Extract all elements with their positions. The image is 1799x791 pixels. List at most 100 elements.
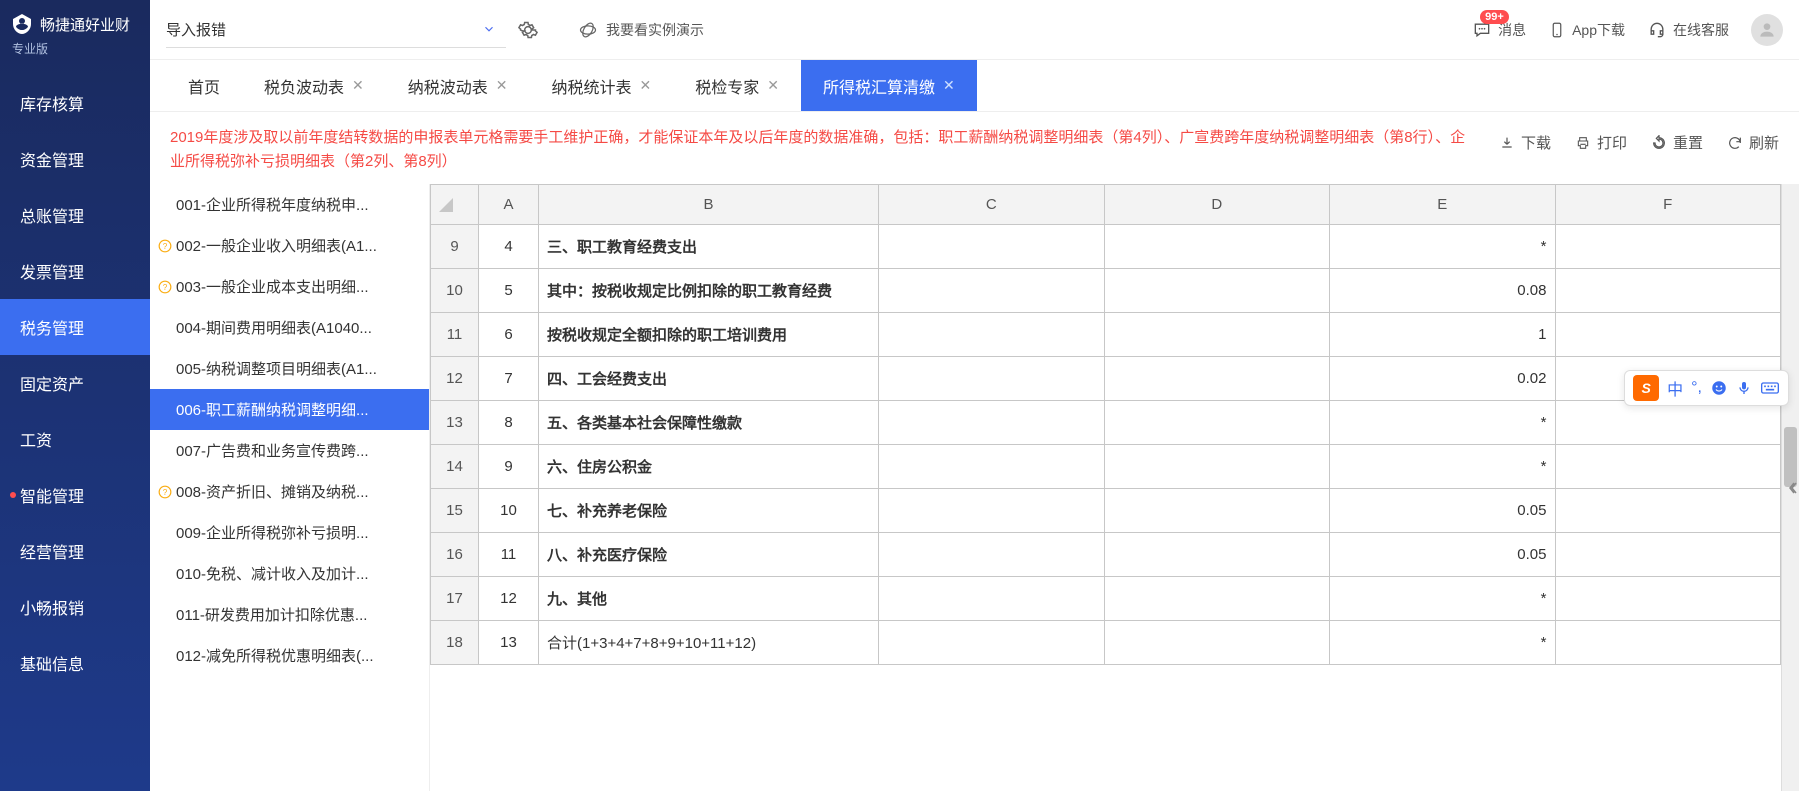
- form-list-item-0[interactable]: 001-企业所得税年度纳税申...: [150, 184, 429, 225]
- column-header-E[interactable]: E: [1330, 185, 1556, 225]
- cell[interactable]: [1104, 577, 1330, 621]
- cell[interactable]: [1555, 401, 1781, 445]
- form-list-item-10[interactable]: 011-研发费用加计扣除优惠...: [150, 594, 429, 635]
- sidebar-item-3[interactable]: 发票管理: [0, 243, 150, 299]
- cell[interactable]: 0.02: [1330, 357, 1556, 401]
- form-list-item-4[interactable]: 005-纳税调整项目明细表(A1...: [150, 348, 429, 389]
- cell[interactable]: [879, 313, 1105, 357]
- cell[interactable]: 11: [479, 533, 539, 577]
- row-number[interactable]: 12: [431, 357, 479, 401]
- gear-icon[interactable]: [518, 20, 538, 40]
- cell[interactable]: [879, 401, 1105, 445]
- form-list-item-6[interactable]: 007-广告费和业务宣传费跨...: [150, 430, 429, 471]
- tab-5[interactable]: 所得税汇算清缴✕: [801, 60, 977, 111]
- tab-4[interactable]: 税检专家✕: [673, 60, 801, 111]
- cell[interactable]: *: [1330, 225, 1556, 269]
- cell[interactable]: [1104, 357, 1330, 401]
- chevron-down-icon[interactable]: [482, 22, 496, 36]
- row-number[interactable]: 10: [431, 269, 479, 313]
- sidebar-item-0[interactable]: 库存核算: [0, 75, 150, 131]
- cell[interactable]: 12: [479, 577, 539, 621]
- cell[interactable]: [1104, 489, 1330, 533]
- close-icon[interactable]: ✕: [767, 77, 779, 94]
- sidebar-item-2[interactable]: 总账管理: [0, 187, 150, 243]
- cell[interactable]: 五、各类基本社会保障性缴款: [539, 401, 879, 445]
- row-number[interactable]: 15: [431, 489, 479, 533]
- cell[interactable]: *: [1330, 401, 1556, 445]
- close-icon[interactable]: ✕: [352, 77, 364, 94]
- cell[interactable]: [1555, 225, 1781, 269]
- row-number[interactable]: 13: [431, 401, 479, 445]
- cell[interactable]: [1104, 533, 1330, 577]
- row-number[interactable]: 11: [431, 313, 479, 357]
- cell[interactable]: [879, 269, 1105, 313]
- cell[interactable]: 1: [1330, 313, 1556, 357]
- cell[interactable]: 7: [479, 357, 539, 401]
- cell[interactable]: 5: [479, 269, 539, 313]
- cell[interactable]: 其中：按税收规定比例扣除的职工教育经费: [539, 269, 879, 313]
- form-list-item-9[interactable]: 010-免税、减计收入及加计...: [150, 553, 429, 594]
- form-list-item-3[interactable]: 004-期间费用明细表(A1040...: [150, 307, 429, 348]
- sidebar-item-9[interactable]: 小畅报销: [0, 579, 150, 635]
- close-icon[interactable]: ✕: [496, 77, 508, 94]
- cell[interactable]: 四、工会经费支出: [539, 357, 879, 401]
- cell[interactable]: [1104, 401, 1330, 445]
- cell[interactable]: 8: [479, 401, 539, 445]
- cell[interactable]: 三、职工教育经费支出: [539, 225, 879, 269]
- cell[interactable]: 七、补充养老保险: [539, 489, 879, 533]
- tab-3[interactable]: 纳税统计表✕: [530, 60, 674, 111]
- cell[interactable]: 10: [479, 489, 539, 533]
- row-number[interactable]: 18: [431, 621, 479, 665]
- cell[interactable]: [1104, 621, 1330, 665]
- sidebar-item-4[interactable]: 税务管理: [0, 299, 150, 355]
- form-list-item-5[interactable]: 006-职工薪酬纳税调整明细...: [150, 389, 429, 430]
- cell[interactable]: [879, 357, 1105, 401]
- app-download-button[interactable]: App下载: [1548, 20, 1625, 40]
- cell[interactable]: 合计(1+3+4+7+8+9+10+11+12): [539, 621, 879, 665]
- cell[interactable]: [879, 577, 1105, 621]
- avatar[interactable]: [1751, 14, 1783, 46]
- cell[interactable]: 6: [479, 313, 539, 357]
- grid-corner[interactable]: [431, 185, 479, 225]
- cell[interactable]: 0.05: [1330, 489, 1556, 533]
- ime-lang[interactable]: 中: [1667, 376, 1683, 400]
- search-box[interactable]: [166, 12, 506, 48]
- sidebar-item-1[interactable]: 资金管理: [0, 131, 150, 187]
- cell[interactable]: 4: [479, 225, 539, 269]
- cell[interactable]: [879, 489, 1105, 533]
- column-header-F[interactable]: F: [1555, 185, 1781, 225]
- ime-mic-icon[interactable]: [1736, 379, 1752, 397]
- row-number[interactable]: 16: [431, 533, 479, 577]
- cell[interactable]: 八、补充医疗保险: [539, 533, 879, 577]
- sidebar-item-6[interactable]: 工资: [0, 411, 150, 467]
- column-header-C[interactable]: C: [879, 185, 1105, 225]
- cell[interactable]: *: [1330, 621, 1556, 665]
- collapse-panel-icon[interactable]: [1785, 468, 1799, 508]
- cell[interactable]: [1555, 269, 1781, 313]
- ime-punct-icon[interactable]: °,: [1691, 379, 1702, 397]
- cell[interactable]: [1104, 225, 1330, 269]
- cell[interactable]: 按税收规定全额扣除的职工培训费用: [539, 313, 879, 357]
- cell[interactable]: 六、住房公积金: [539, 445, 879, 489]
- cell[interactable]: 九、其他: [539, 577, 879, 621]
- sidebar-item-8[interactable]: 经营管理: [0, 523, 150, 579]
- ime-keyboard-icon[interactable]: [1760, 380, 1780, 396]
- ime-emoji-icon[interactable]: [1710, 379, 1728, 397]
- tab-2[interactable]: 纳税波动表✕: [386, 60, 530, 111]
- row-number[interactable]: 17: [431, 577, 479, 621]
- row-number[interactable]: 14: [431, 445, 479, 489]
- form-list-item-7[interactable]: ?008-资产折旧、摊销及纳税...: [150, 471, 429, 512]
- form-list-item-2[interactable]: ?003-一般企业成本支出明细...: [150, 266, 429, 307]
- cell[interactable]: [1555, 489, 1781, 533]
- online-service-button[interactable]: 在线客服: [1647, 20, 1729, 40]
- cell[interactable]: [1104, 269, 1330, 313]
- close-icon[interactable]: ✕: [943, 77, 955, 94]
- print-button[interactable]: 打印: [1575, 132, 1627, 153]
- cell[interactable]: [879, 533, 1105, 577]
- cell[interactable]: [1555, 445, 1781, 489]
- cell[interactable]: [1555, 577, 1781, 621]
- cell[interactable]: 0.08: [1330, 269, 1556, 313]
- cell[interactable]: [879, 445, 1105, 489]
- sidebar-item-10[interactable]: 基础信息: [0, 635, 150, 691]
- reset-button[interactable]: 重置: [1651, 132, 1703, 153]
